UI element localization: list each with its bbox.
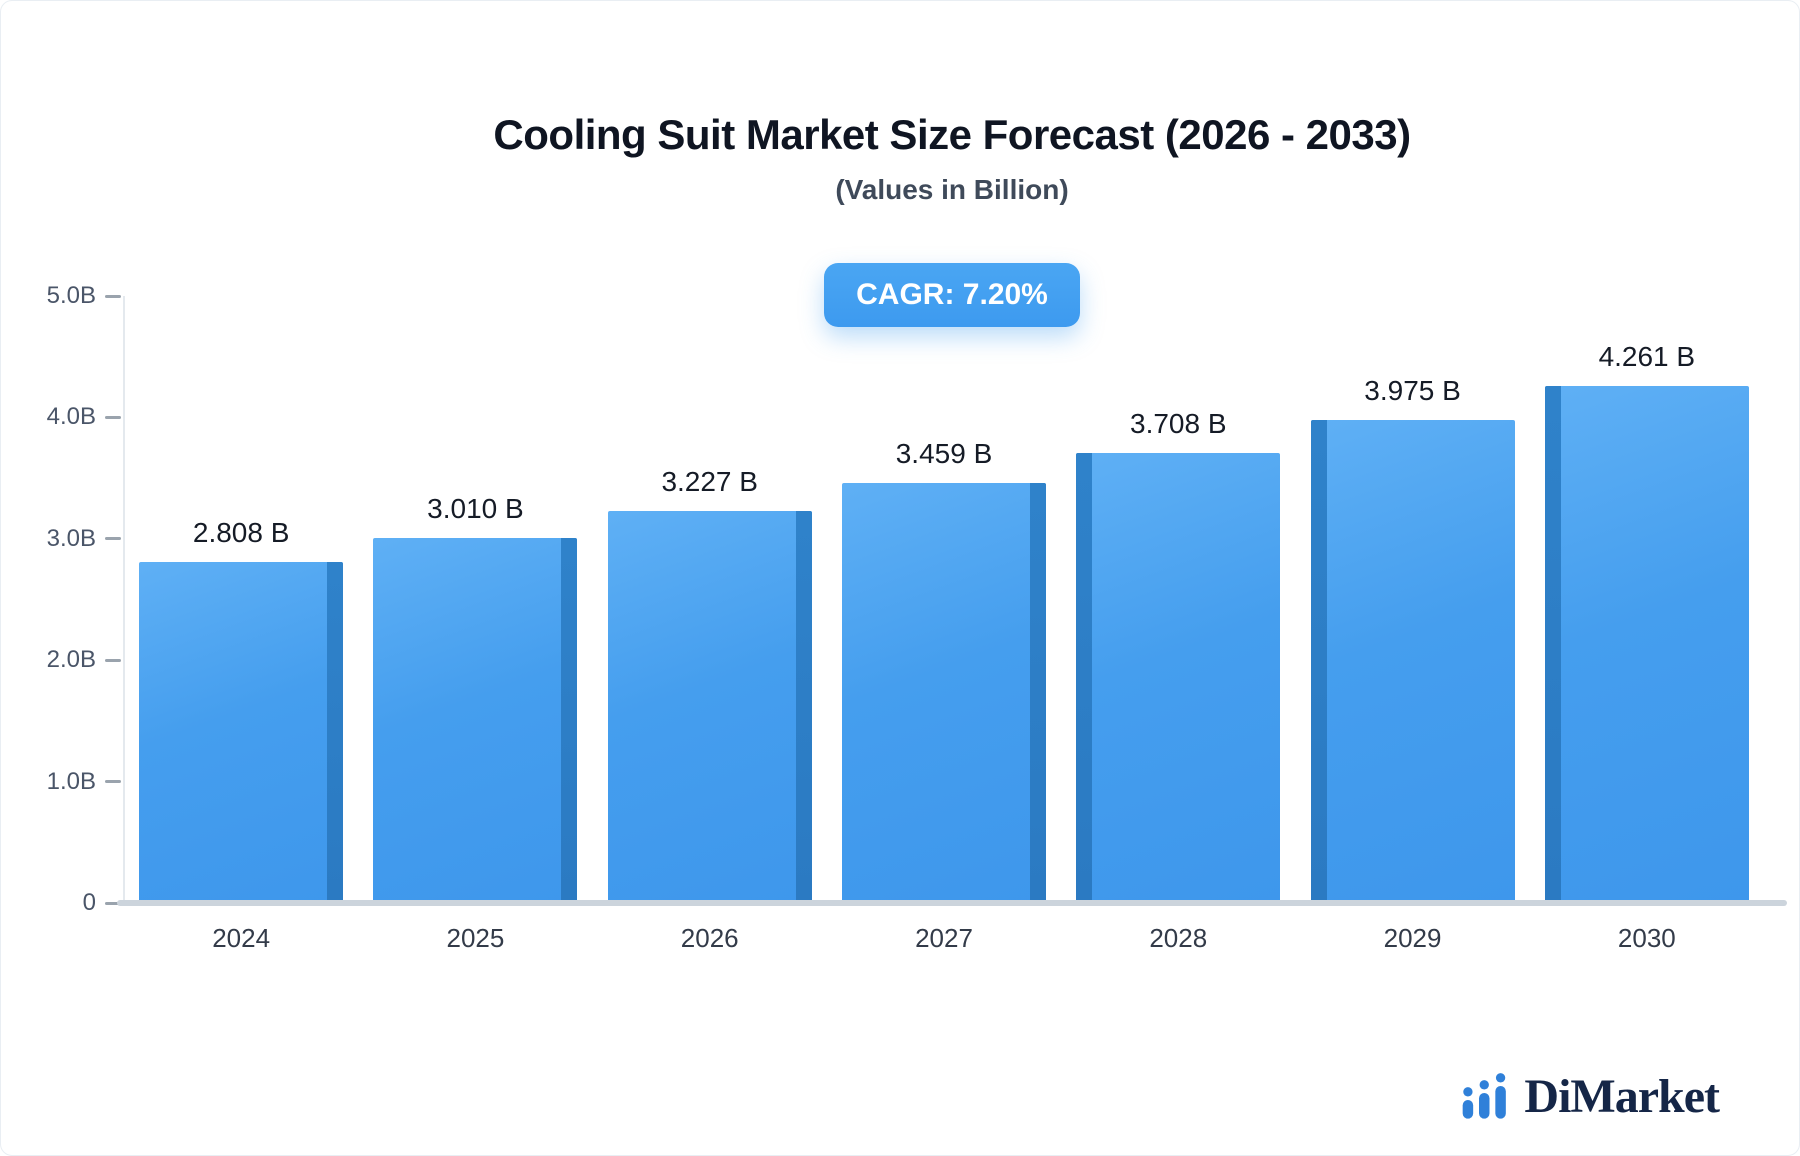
x-axis-labels: 2024 2025 2026 2027 2028 2029 2030: [124, 923, 1764, 954]
bar-2025: [373, 538, 578, 903]
bar-side-face: [1544, 386, 1561, 903]
y-tick: 0: [1, 889, 121, 917]
x-tick-label: 2028: [1149, 923, 1208, 953]
bar-value-label: 3.459 B: [895, 438, 993, 469]
bar-2029: [1310, 420, 1515, 903]
y-tick-mark: [105, 537, 121, 541]
bar-side-face: [1029, 483, 1046, 903]
y-tick-mark: [105, 901, 121, 905]
bar-chart-icon: [1463, 1073, 1507, 1119]
bar-side-face: [795, 511, 812, 903]
bars-row: 2.808 B 3.010 B 3.227 B 3.459 B 3.708 B 3.975…: [124, 296, 1764, 903]
y-tick-mark: [105, 658, 121, 662]
chart-header: Cooling Suit Market Size Forecast (2026 …: [124, 1, 1780, 361]
y-axis-line: [123, 296, 125, 903]
y-tick: 2.0B: [1, 646, 121, 674]
y-tick-label: 5.0B: [46, 282, 96, 309]
y-tick-label: 3.0B: [46, 524, 96, 552]
cagr-badge-wrap: CAGR: 7.20%: [124, 263, 1780, 327]
bar-group: 3.975 B: [1295, 296, 1529, 903]
y-axis: 5.0B 4.0B 3.0B 2.0B 1.0B 0: [1, 282, 121, 916]
y-tick: 5.0B: [1, 282, 121, 310]
cagr-badge: CAGR: 7.20%: [824, 263, 1080, 327]
bar-2027: [841, 483, 1046, 903]
y-tick-label: 1.0B: [46, 767, 96, 795]
bar-value-label: 4.261 B: [1598, 341, 1696, 372]
x-tick-label: 2030: [1617, 923, 1676, 953]
x-tick-label: 2025: [446, 923, 505, 953]
y-tick-label: 4.0B: [46, 403, 96, 431]
bar-side-face: [1310, 420, 1327, 903]
page-title: Cooling Suit Market Size Forecast (2026 …: [493, 111, 1411, 158]
bar-2030: [1544, 386, 1749, 903]
bar-group: 3.010 B: [358, 296, 592, 903]
bar-value-label: 3.227 B: [661, 466, 758, 497]
y-tick-mark: [105, 415, 121, 419]
bar-side-face: [561, 538, 578, 903]
y-tick: 3.0B: [1, 525, 121, 553]
x-axis-line: [117, 900, 1787, 906]
dimarket-logo: DiMarket: [1460, 1065, 1720, 1123]
y-tick: 4.0B: [1, 403, 121, 431]
x-tick-label: 2026: [680, 923, 739, 953]
x-tick-label: 2027: [915, 923, 973, 953]
bar-group: 2.808 B: [124, 296, 358, 903]
bar-value-label: 3.708 B: [1130, 408, 1227, 439]
bar-group: 3.459 B: [827, 296, 1061, 903]
y-tick-label: 0: [82, 889, 96, 916]
bar-value-label: 2.808 B: [192, 517, 290, 548]
bar-side-face: [327, 562, 344, 903]
bar-side-face: [1076, 453, 1093, 903]
x-tick-label: 2024: [212, 923, 271, 953]
plot-area: 2.808 B 3.010 B 3.227 B 3.459 B 3.708 B 3.975…: [124, 296, 1764, 903]
bar-group: 4.261 B: [1530, 296, 1764, 903]
bar-group: 3.708 B: [1061, 296, 1295, 903]
chart-subtitle: (Values in Billion): [835, 174, 1069, 205]
bar-2024: [139, 562, 344, 903]
y-tick-mark: [105, 780, 121, 784]
y-tick-mark: [105, 294, 121, 298]
dimarket-logo-text: DiMarket: [1524, 1070, 1720, 1123]
bar-value-label: 3.975 B: [1364, 375, 1461, 406]
x-tick-label: 2029: [1383, 923, 1442, 953]
y-tick-label: 2.0B: [46, 646, 96, 674]
y-tick: 1.0B: [1, 768, 121, 796]
bar-group: 3.227 B: [593, 296, 827, 903]
bar-2026: [607, 511, 812, 903]
bar-2028: [1076, 453, 1281, 903]
bar-value-label: 3.010 B: [427, 493, 524, 524]
